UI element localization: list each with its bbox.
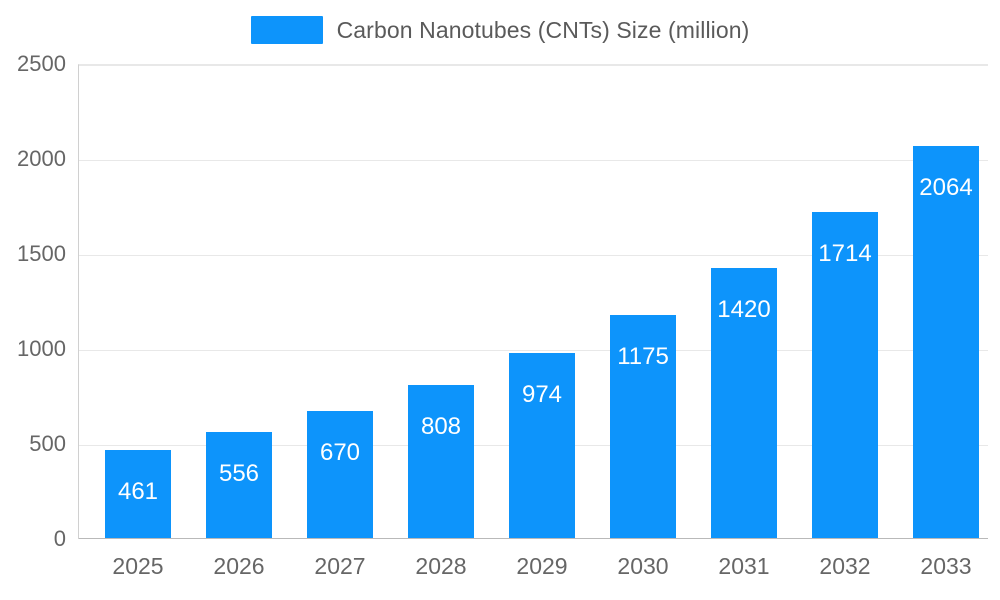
bar-value-2027: 670 xyxy=(319,438,361,466)
bar-2028[interactable]: 808 xyxy=(408,384,474,538)
plot-area: 461 556 670 808 974 xyxy=(78,64,988,579)
bar-rect-2033[interactable]: 2064 xyxy=(913,145,979,538)
x-tick-label-2030: 2030 xyxy=(617,553,669,579)
x-tick-label-2026: 2026 xyxy=(213,553,265,579)
bar-rect-2029[interactable]: 974 xyxy=(509,352,575,538)
y-tick-label-0: 0 xyxy=(53,526,66,551)
bar-value-2030: 1175 xyxy=(617,342,669,370)
chart-legend: Carbon Nanotubes (CNTs) Size (million) xyxy=(0,8,1000,52)
bar-rect-2030[interactable]: 1175 xyxy=(610,314,676,538)
bar-series-cnt-size: 461 556 670 808 974 xyxy=(79,65,988,539)
bar-2033[interactable]: 2064 xyxy=(913,145,979,538)
bar-2030[interactable]: 1175 xyxy=(610,314,676,538)
bar-2025[interactable]: 461 xyxy=(105,450,171,538)
x-tick-label-2025: 2025 xyxy=(112,553,164,579)
bar-value-2029: 974 xyxy=(521,380,563,408)
bar-2027[interactable]: 670 xyxy=(307,410,373,538)
x-tick-label-2032: 2032 xyxy=(819,553,871,579)
bar-value-2033: 2064 xyxy=(919,173,973,201)
x-tick-label-2028: 2028 xyxy=(415,553,467,579)
bar-rect-2032[interactable]: 1714 xyxy=(812,212,878,538)
x-tick-label-2027: 2027 xyxy=(314,553,366,579)
y-tick-label-1000: 1000 xyxy=(17,336,66,361)
gridline-1500 xyxy=(79,255,988,256)
bar-2026[interactable]: 556 xyxy=(206,432,272,538)
legend-color-swatch-icon xyxy=(250,16,323,44)
legend-item-cnt-size[interactable]: Carbon Nanotubes (CNTs) Size (million) xyxy=(250,16,750,44)
gridline-2500 xyxy=(79,65,988,66)
bar-value-2025: 461 xyxy=(117,478,159,506)
y-tick-label-1500: 1500 xyxy=(17,241,66,266)
bar-2032[interactable]: 1714 xyxy=(812,212,878,538)
bar-rect-2025[interactable]: 461 xyxy=(105,450,171,538)
bar-2031[interactable]: 1420 xyxy=(711,268,777,538)
bar-rect-2027[interactable]: 670 xyxy=(307,410,373,538)
x-axis-line xyxy=(79,538,988,539)
bar-value-2028: 808 xyxy=(420,412,462,440)
bar-value-2032: 1714 xyxy=(818,240,872,268)
bar-value-2026: 556 xyxy=(218,460,260,488)
legend-item-label: Carbon Nanotubes (CNTs) Size (million) xyxy=(336,16,750,43)
y-tick-label-500: 500 xyxy=(29,431,66,456)
bar-rect-2028[interactable]: 808 xyxy=(408,384,474,538)
bar-rect-2031[interactable]: 1420 xyxy=(711,268,777,538)
x-tick-label-2031: 2031 xyxy=(718,553,770,579)
gridline-1000 xyxy=(79,350,988,351)
gridline-2000 xyxy=(79,160,988,161)
bar-value-2031: 1420 xyxy=(717,296,771,324)
bar-2029[interactable]: 974 xyxy=(509,352,575,538)
bar-rect-2026[interactable]: 556 xyxy=(206,432,272,538)
x-tick-label-2033: 2033 xyxy=(920,553,972,579)
y-tick-label-2000: 2000 xyxy=(17,146,66,171)
x-tick-label-2029: 2029 xyxy=(516,553,568,579)
y-tick-label-2500: 2500 xyxy=(17,51,66,76)
